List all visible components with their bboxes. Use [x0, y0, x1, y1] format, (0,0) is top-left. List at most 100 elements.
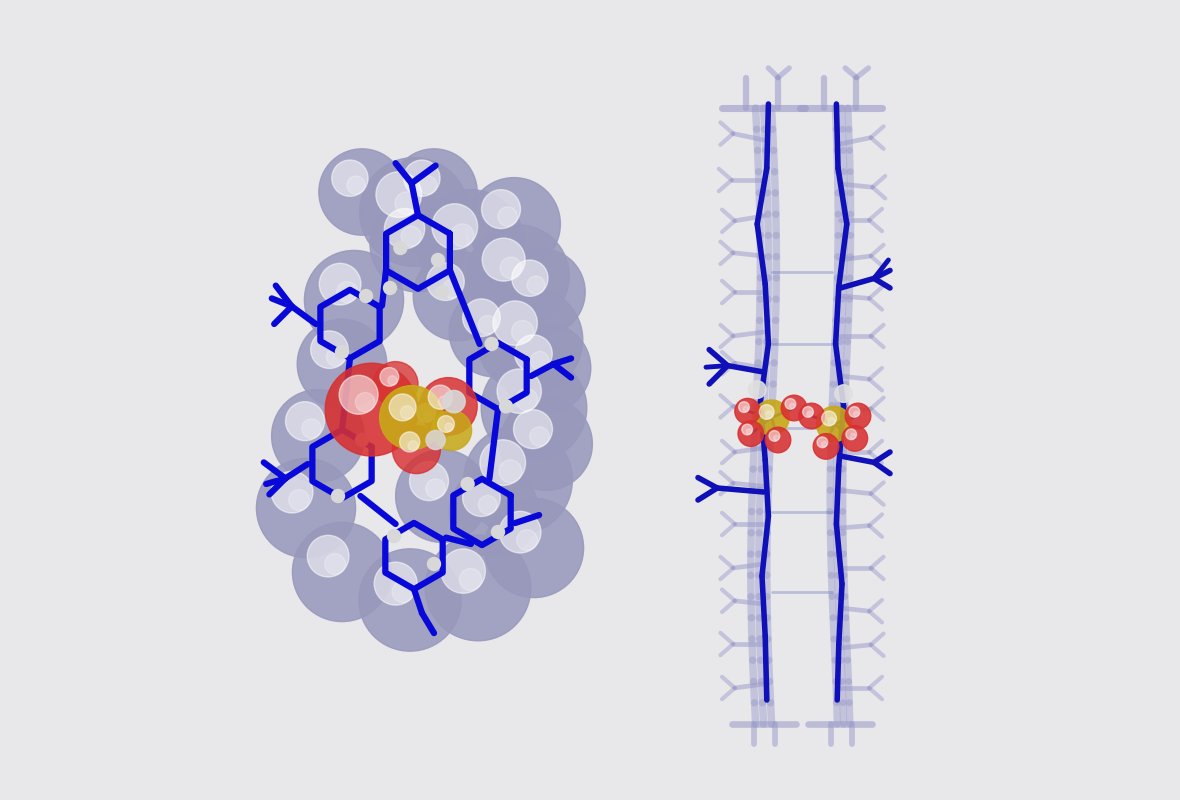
Circle shape: [478, 315, 497, 334]
Circle shape: [256, 458, 355, 558]
Circle shape: [427, 557, 441, 571]
Circle shape: [432, 410, 472, 450]
Circle shape: [485, 498, 584, 598]
Circle shape: [389, 394, 417, 421]
Circle shape: [371, 196, 466, 292]
Circle shape: [336, 282, 358, 302]
Circle shape: [735, 398, 760, 424]
Circle shape: [785, 398, 795, 410]
Circle shape: [513, 410, 552, 449]
Circle shape: [420, 378, 477, 435]
Circle shape: [813, 434, 839, 459]
Circle shape: [817, 437, 828, 448]
Circle shape: [512, 260, 548, 296]
Circle shape: [463, 299, 500, 337]
Circle shape: [467, 225, 569, 327]
Circle shape: [799, 403, 825, 429]
Circle shape: [392, 581, 413, 602]
Circle shape: [500, 257, 522, 278]
Circle shape: [326, 363, 418, 456]
Circle shape: [404, 160, 440, 196]
Circle shape: [419, 176, 437, 194]
Circle shape: [330, 489, 346, 503]
Circle shape: [451, 224, 474, 246]
Circle shape: [304, 250, 404, 350]
Circle shape: [530, 427, 549, 446]
Circle shape: [401, 226, 421, 246]
Circle shape: [850, 406, 860, 418]
Circle shape: [438, 396, 451, 408]
Circle shape: [499, 511, 540, 553]
Circle shape: [445, 423, 453, 431]
Circle shape: [460, 477, 474, 491]
Circle shape: [759, 405, 774, 419]
Circle shape: [335, 345, 349, 359]
Circle shape: [395, 192, 418, 214]
Circle shape: [502, 323, 591, 413]
Circle shape: [417, 403, 435, 422]
Circle shape: [789, 403, 795, 409]
Circle shape: [286, 402, 325, 441]
Circle shape: [360, 158, 468, 266]
Circle shape: [781, 395, 807, 421]
Circle shape: [391, 149, 477, 235]
Circle shape: [427, 263, 464, 301]
Circle shape: [748, 381, 766, 398]
Circle shape: [297, 319, 387, 409]
Circle shape: [739, 402, 749, 413]
Circle shape: [442, 279, 461, 298]
Circle shape: [459, 569, 481, 590]
Circle shape: [393, 426, 440, 474]
Circle shape: [765, 427, 791, 453]
Circle shape: [843, 426, 867, 451]
Circle shape: [845, 403, 871, 429]
Circle shape: [441, 549, 485, 594]
Circle shape: [355, 393, 375, 412]
Circle shape: [853, 411, 859, 417]
Circle shape: [478, 495, 497, 514]
Circle shape: [499, 399, 513, 414]
Circle shape: [413, 251, 503, 341]
Circle shape: [426, 430, 445, 450]
Circle shape: [373, 362, 418, 406]
Circle shape: [395, 450, 489, 542]
Circle shape: [743, 406, 748, 412]
Circle shape: [834, 385, 852, 402]
Circle shape: [499, 249, 585, 335]
Circle shape: [425, 535, 531, 641]
Circle shape: [324, 554, 346, 574]
Circle shape: [428, 385, 452, 410]
Circle shape: [821, 411, 837, 426]
Circle shape: [828, 418, 835, 425]
Circle shape: [374, 562, 418, 605]
Circle shape: [511, 321, 533, 342]
Circle shape: [409, 462, 448, 501]
Circle shape: [408, 441, 418, 451]
Circle shape: [327, 347, 345, 366]
Circle shape: [499, 460, 522, 482]
Circle shape: [385, 209, 425, 249]
Circle shape: [514, 335, 552, 373]
Circle shape: [293, 522, 392, 622]
Circle shape: [307, 535, 349, 577]
Circle shape: [426, 479, 445, 498]
Circle shape: [766, 411, 773, 418]
Circle shape: [289, 490, 309, 510]
Circle shape: [319, 149, 405, 235]
Circle shape: [359, 289, 373, 303]
Circle shape: [380, 367, 399, 386]
Circle shape: [802, 406, 813, 418]
Circle shape: [774, 435, 779, 441]
Circle shape: [425, 412, 434, 421]
Circle shape: [516, 389, 538, 410]
Circle shape: [821, 442, 827, 447]
Circle shape: [382, 281, 398, 295]
Circle shape: [497, 369, 542, 414]
Circle shape: [400, 406, 414, 419]
Circle shape: [359, 549, 461, 651]
Circle shape: [527, 276, 545, 294]
Circle shape: [409, 398, 454, 442]
Circle shape: [817, 406, 852, 442]
Circle shape: [483, 238, 525, 281]
Circle shape: [339, 375, 378, 414]
